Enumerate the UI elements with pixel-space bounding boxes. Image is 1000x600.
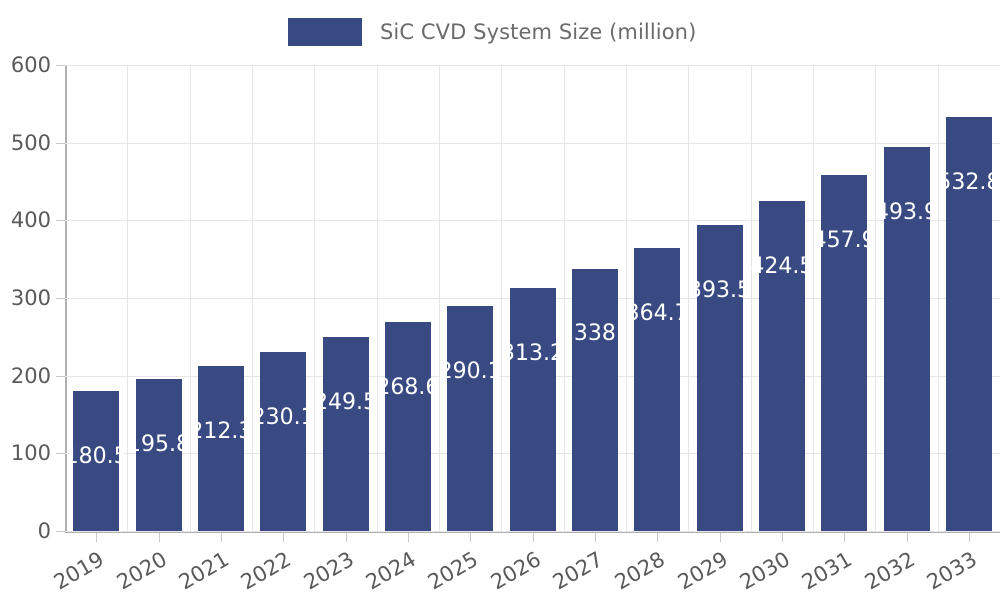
y-axis-tick-mark <box>56 142 65 144</box>
x-gridline <box>127 65 128 531</box>
x-axis-tick-label: 2028 <box>610 547 670 595</box>
x-axis-tick-mark <box>96 533 98 542</box>
x-gridline <box>813 65 814 531</box>
bar[interactable] <box>135 378 182 531</box>
y-axis-tick-label: 500 <box>10 130 51 155</box>
x-gridline <box>938 65 939 531</box>
x-axis-tick-label: 2025 <box>423 547 483 595</box>
plot-area: 180.5 195.8 212.3 230.1 249.5 268.6 290.1 313.2… <box>64 65 1000 532</box>
x-axis-tick-mark <box>906 533 908 542</box>
x-axis-tick-label: 2021 <box>174 547 233 595</box>
y-axis-tick-label: 100 <box>10 441 51 466</box>
bar[interactable] <box>447 305 494 531</box>
x-gridline <box>377 65 378 531</box>
bar[interactable] <box>571 268 618 531</box>
bar-value-label: 249.5 <box>314 390 377 416</box>
x-axis-tick-mark <box>220 533 222 542</box>
bar[interactable] <box>384 322 431 531</box>
x-gridline <box>252 65 253 531</box>
x-gridline <box>501 65 502 531</box>
x-gridline <box>564 65 565 531</box>
y-gridline <box>65 531 1000 532</box>
y-axis-tick-label: 400 <box>10 208 51 233</box>
y-axis-tick-label: 600 <box>10 53 51 77</box>
bar-value-label: 393.5 <box>688 278 751 304</box>
bar-value-label: 290.1 <box>438 358 502 384</box>
x-axis-tick-mark <box>781 533 783 542</box>
y-gridline <box>65 142 1000 144</box>
x-axis-tick-mark <box>470 533 472 542</box>
x-axis-tick-label: 2024 <box>361 547 420 595</box>
bar-value-label: 230.1 <box>251 405 315 431</box>
y-axis-tick-label: 0 <box>37 519 51 543</box>
bar-value-label: 338 <box>573 321 616 347</box>
x-axis-tick-mark <box>594 533 596 542</box>
x-axis-tick-mark <box>345 533 347 542</box>
x-gridline <box>439 65 440 531</box>
legend-label-sic-cvd-system-size: SiC CVD System Size (million) <box>380 20 697 44</box>
y-axis-tick-mark <box>56 220 65 222</box>
y-axis-tick-label: 300 <box>10 286 51 310</box>
x-axis-tick-mark <box>657 533 659 542</box>
y-gridline <box>65 220 1000 222</box>
x-axis-tick-label: 2032 <box>860 547 919 595</box>
x-axis-tick-label: 2023 <box>299 547 358 595</box>
bar[interactable] <box>197 366 244 531</box>
x-axis-tick-mark <box>158 533 160 542</box>
bar[interactable] <box>821 175 868 531</box>
bar[interactable] <box>945 117 992 531</box>
x-axis-tick-mark <box>283 533 285 542</box>
bar-value-label: 364.7 <box>625 300 689 326</box>
x-gridline <box>190 65 191 531</box>
x-axis-line <box>65 531 1000 533</box>
bar-value-label: 457.9 <box>812 228 876 254</box>
bar-value-label: 493.9 <box>875 200 938 226</box>
x-axis-tick-label: 2020 <box>112 547 171 595</box>
x-gridline <box>314 65 315 531</box>
x-axis-tick-mark <box>844 533 846 542</box>
chart-legend: SiC CVD System Size (million) <box>288 16 696 48</box>
bar[interactable] <box>260 352 307 531</box>
bar-value-label: 180.5 <box>64 443 128 469</box>
bar-value-label: 424.5 <box>750 254 814 280</box>
y-axis-tick-mark <box>56 375 65 377</box>
x-axis-tick-label: 2033 <box>922 547 981 595</box>
y-axis: 0 100 200 300 400 500 600 <box>0 0 65 600</box>
y-axis-tick-label: 200 <box>10 363 51 388</box>
bar[interactable] <box>634 247 681 531</box>
bar[interactable] <box>696 225 743 531</box>
x-axis-tick-label: 2027 <box>548 547 607 595</box>
bar-value-label: 313.2 <box>501 340 564 366</box>
x-axis-tick-label: 2031 <box>797 547 857 595</box>
x-gridline <box>688 65 689 531</box>
bar[interactable] <box>322 337 369 531</box>
y-axis-tick-mark <box>56 531 65 532</box>
x-axis-tick-mark <box>968 533 970 542</box>
bar-value-label: 268.6 <box>376 375 440 401</box>
x-axis-tick-mark <box>719 533 721 542</box>
bar[interactable] <box>758 201 805 531</box>
bar[interactable] <box>73 390 120 531</box>
x-axis-tick-label: 2026 <box>486 547 545 595</box>
x-axis-tick-mark <box>532 533 534 542</box>
x-axis-tick-label: 2029 <box>673 547 732 595</box>
bar-value-label: 532.8 <box>937 170 1000 196</box>
y-gridline <box>65 65 1000 66</box>
x-axis-tick-label: 2030 <box>735 547 794 595</box>
x-axis-tick-mark <box>407 533 409 542</box>
y-axis-tick-mark <box>56 65 65 66</box>
bar-value-label: 212.3 <box>189 419 253 445</box>
bar[interactable] <box>509 287 556 531</box>
x-gridline <box>875 65 876 531</box>
y-axis-tick-mark <box>56 453 65 455</box>
y-axis-tick-mark <box>56 298 65 299</box>
bar[interactable] <box>883 147 930 531</box>
legend-swatch-sic-cvd-system-size <box>288 18 362 46</box>
x-gridline <box>751 65 752 531</box>
bar-value-label: 195.8 <box>127 431 190 457</box>
x-axis-tick-label: 2022 <box>236 547 296 595</box>
x-gridline <box>626 65 627 531</box>
